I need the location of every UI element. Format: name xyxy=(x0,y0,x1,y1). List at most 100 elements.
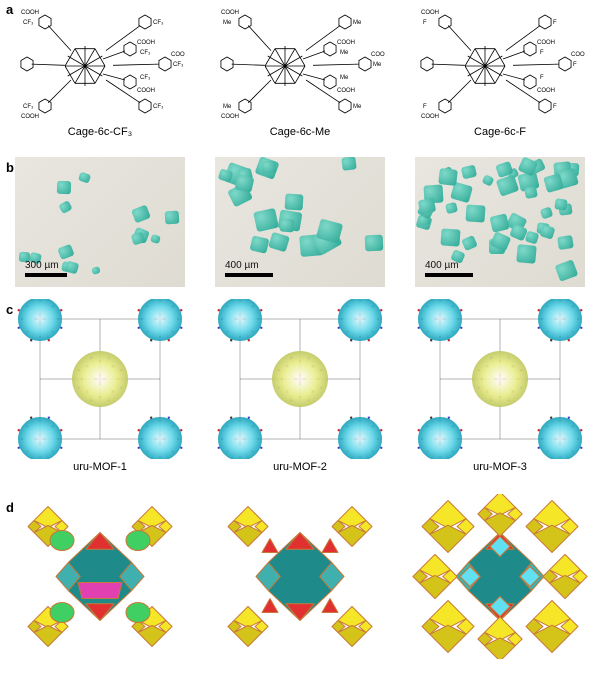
crystal xyxy=(58,200,73,214)
row-a: CF₃COOHCF₃CF₃COOHCF₃CF₃COOHCF₃COOHCOOHCF… xyxy=(0,0,600,155)
polyhedra-2 xyxy=(410,494,590,659)
svg-text:COOH: COOH xyxy=(21,10,39,16)
polyhedra-0 xyxy=(10,494,190,659)
rowA-caption-2: Cage-6c-F xyxy=(474,126,526,138)
scalebar-line-0 xyxy=(25,273,67,277)
lattice-2 xyxy=(410,299,590,459)
crystal xyxy=(341,157,357,171)
rowD-col-1 xyxy=(200,494,400,675)
svg-text:Me: Me xyxy=(340,50,349,56)
crystal xyxy=(65,260,80,274)
rowC-col-0: uru-MOF-1 xyxy=(0,299,200,490)
svg-text:Me: Me xyxy=(223,20,232,26)
crystal xyxy=(438,168,458,186)
crystal xyxy=(77,171,90,184)
scalebar-1: 400 µm xyxy=(225,260,273,277)
rowC-col-1: uru-MOF-2 xyxy=(200,299,400,490)
crystal xyxy=(418,197,436,214)
svg-text:F: F xyxy=(553,20,557,26)
svg-text:COOH: COOH xyxy=(337,88,355,94)
svg-text:Me: Me xyxy=(353,104,362,110)
crystal xyxy=(365,235,384,252)
scalebar-line-2 xyxy=(425,273,473,277)
rowC-caption-1: uru-MOF-2 xyxy=(273,461,327,473)
svg-text:CF₃: CF₃ xyxy=(15,62,16,68)
crystal xyxy=(279,219,294,233)
svg-text:F: F xyxy=(573,62,577,68)
chem-structure-2: FCOOHFFCOOHFFCOOHFCOOHCOOHFF xyxy=(415,4,585,124)
svg-text:COOH: COOH xyxy=(571,52,585,58)
crystal xyxy=(555,259,579,282)
crystal xyxy=(92,266,102,275)
crystal xyxy=(461,165,477,180)
rowD-col-2 xyxy=(400,494,600,675)
crystal xyxy=(465,204,485,222)
rowB-col-1: 400 µm xyxy=(200,157,400,295)
crystal xyxy=(554,198,568,211)
micrograph-2: 400 µm xyxy=(415,157,585,287)
crystal xyxy=(489,213,509,232)
crystal xyxy=(150,234,161,244)
row-c: uru-MOF-1 uru-MOF-2 uru-MOF-3 xyxy=(0,295,600,490)
scale-label-1: 400 µm xyxy=(225,260,259,271)
svg-text:COOH: COOH xyxy=(137,88,155,94)
svg-text:COOH: COOH xyxy=(337,40,355,46)
crystal xyxy=(57,180,72,193)
rowD-col-0 xyxy=(0,494,200,675)
scalebar-line-1 xyxy=(225,273,273,277)
crystal xyxy=(543,173,564,193)
crystal xyxy=(262,161,276,174)
chem-structure-0: CF₃COOHCF₃CF₃COOHCF₃CF₃COOHCF₃COOHCOOHCF… xyxy=(15,4,185,124)
crystal xyxy=(481,174,494,187)
rowB-col-2: 400 µm xyxy=(400,157,600,295)
svg-text:CF₃: CF₃ xyxy=(23,104,34,110)
svg-text:CF₃: CF₃ xyxy=(153,20,164,26)
rowA-caption-1: Cage-6c-Me xyxy=(270,126,331,138)
rowA-col-2: FCOOHFFCOOHFFCOOHFCOOHCOOHFF Cage-6c-F xyxy=(400,4,600,155)
crystal xyxy=(445,202,458,214)
row-d xyxy=(0,490,600,675)
crystal xyxy=(440,228,460,246)
crystal xyxy=(284,193,303,210)
svg-text:Me: Me xyxy=(223,104,232,110)
rowA-col-0: CF₃COOHCF₃CF₃COOHCF₃CF₃COOHCF₃COOHCOOHCF… xyxy=(0,4,200,155)
micrograph-1: 400 µm xyxy=(215,157,385,287)
chem-structure-1: MeCOOHMeMeCOOHMeMeCOOHMeCOOHCOOHMeMe xyxy=(215,4,385,124)
row-b: 300 µm 400 µm 400 µm xyxy=(0,155,600,295)
rowA-col-1: MeCOOHMeMeCOOHMeMeCOOHMeCOOHCOOHMeMe Cag… xyxy=(200,4,400,155)
crystal xyxy=(131,204,151,223)
svg-text:Me: Me xyxy=(373,62,382,68)
svg-text:CF₃: CF₃ xyxy=(153,104,164,110)
scalebar-0: 300 µm xyxy=(25,260,67,277)
svg-text:CF₃: CF₃ xyxy=(23,20,34,26)
crystal xyxy=(516,244,537,263)
svg-text:F: F xyxy=(423,104,427,110)
svg-text:F: F xyxy=(540,75,544,81)
polyhedra-1 xyxy=(210,494,390,659)
svg-text:F: F xyxy=(423,20,427,26)
micrograph-0: 300 µm xyxy=(15,157,185,287)
svg-text:COOH: COOH xyxy=(221,10,239,16)
svg-text:COOH: COOH xyxy=(537,88,555,94)
rowA-caption-0: Cage-6c-CF₃ xyxy=(68,126,132,138)
crystal xyxy=(557,235,574,250)
scalebar-2: 400 µm xyxy=(425,260,473,277)
svg-text:COOH: COOH xyxy=(371,52,385,58)
svg-text:F: F xyxy=(553,104,557,110)
crystal xyxy=(268,232,290,253)
svg-text:COOH: COOH xyxy=(221,114,239,120)
crystal xyxy=(254,208,280,232)
crystal xyxy=(57,244,74,260)
svg-text:COOH: COOH xyxy=(537,40,555,46)
crystal xyxy=(249,236,269,254)
scale-label-0: 300 µm xyxy=(25,260,59,271)
lattice-0 xyxy=(10,299,190,459)
svg-text:COOH: COOH xyxy=(421,114,439,120)
figure-root: a CF₃COOHCF₃CF₃COOHCF₃CF₃COOHCF₃COOHCOOH… xyxy=(0,0,600,690)
svg-text:CF₃: CF₃ xyxy=(140,50,151,56)
crystal xyxy=(524,186,538,199)
crystal xyxy=(540,207,553,220)
rowC-caption-2: uru-MOF-3 xyxy=(473,461,527,473)
rowB-col-0: 300 µm xyxy=(0,157,200,295)
svg-text:COOH: COOH xyxy=(171,52,185,58)
